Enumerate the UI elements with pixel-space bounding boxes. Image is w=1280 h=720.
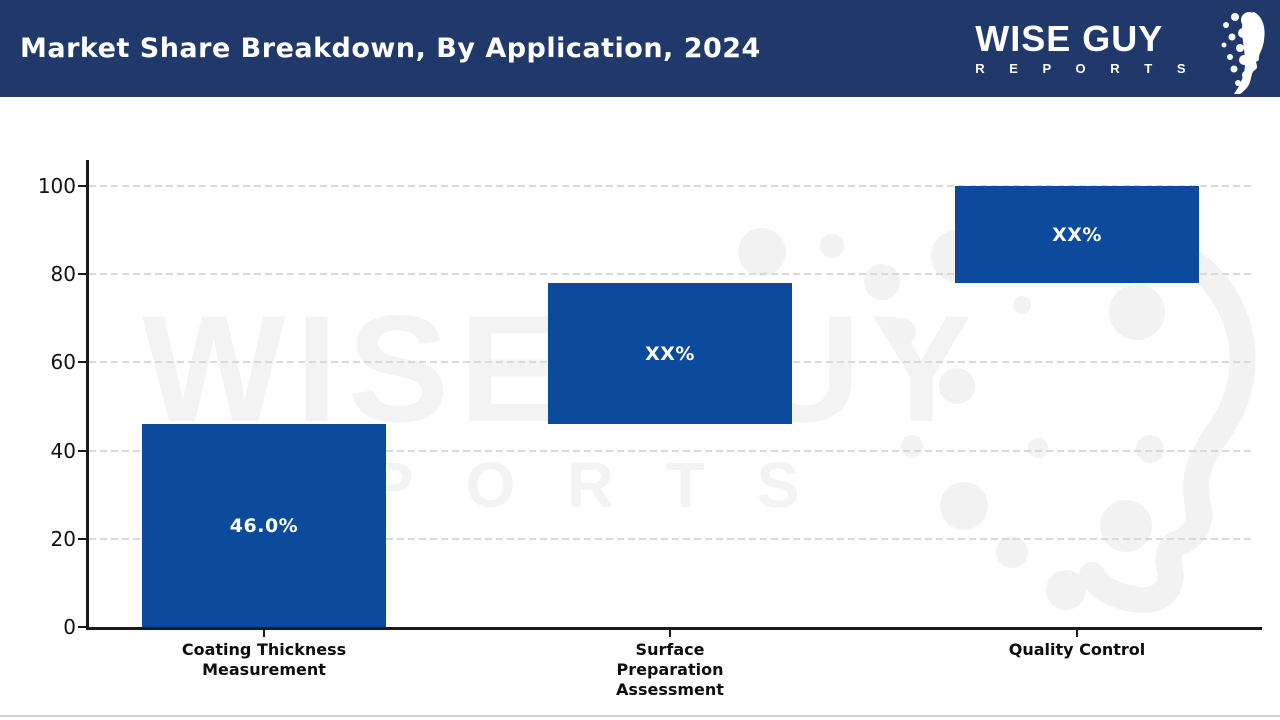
bar	[142, 424, 386, 627]
category-label: Quality Control	[907, 640, 1247, 660]
category-label: Coating Thickness Measurement	[94, 640, 434, 680]
page-title: Market Share Breakdown, By Application, …	[20, 33, 761, 64]
bar-value-label: XX%	[1052, 223, 1102, 246]
category-label-line: Surface	[635, 640, 705, 659]
y-axis-spine	[86, 160, 89, 630]
y-tick-mark	[78, 361, 86, 364]
y-tick-label: 80	[50, 262, 76, 287]
category-label: Surface Preparation Assessment	[500, 640, 840, 700]
header-bar: Market Share Breakdown, By Application, …	[0, 0, 1280, 97]
gridline	[89, 449, 1255, 452]
category-label-line: Preparation	[616, 660, 724, 679]
gridline	[89, 273, 1255, 276]
y-tick-label: 40	[50, 438, 76, 463]
category-label-line: Measurement	[202, 660, 326, 679]
x-tick-mark	[263, 630, 265, 637]
bar	[955, 186, 1199, 284]
bar-value-label: XX%	[645, 342, 695, 365]
x-tick-mark	[1076, 630, 1078, 637]
y-tick-label: 60	[50, 350, 76, 375]
bar	[548, 283, 792, 425]
wise-guy-reports-logo: WISE GUY R E P O R T S	[975, 6, 1268, 94]
x-axis-spine	[86, 627, 1262, 630]
y-tick-label: 20	[50, 526, 76, 551]
y-tick-mark	[78, 626, 86, 628]
bar-value-label: 46.0%	[229, 514, 299, 537]
x-tick-mark	[669, 630, 671, 637]
y-tick-mark	[78, 449, 86, 452]
y-tick-label: 0	[63, 615, 76, 639]
watermark-face-profile	[1079, 227, 1256, 614]
category-label-line: Coating Thickness	[181, 640, 347, 659]
y-tick-label: 100	[37, 174, 76, 198]
category-label-line: Assessment	[616, 680, 724, 699]
logo-subtitle: R E P O R T S	[975, 61, 1196, 76]
logo-wordmark: WISE GUY	[975, 18, 1164, 59]
bottom-divider	[0, 715, 1280, 717]
y-tick-mark	[78, 185, 86, 187]
gridline	[89, 185, 1255, 187]
logo-head-icon	[1221, 12, 1265, 94]
logo-text: WISE GUY R E P O R T S	[975, 20, 1196, 78]
category-label-line: Quality Control	[1008, 640, 1146, 659]
y-tick-mark	[78, 273, 86, 276]
gridline	[89, 537, 1255, 540]
y-tick-mark	[78, 537, 86, 540]
